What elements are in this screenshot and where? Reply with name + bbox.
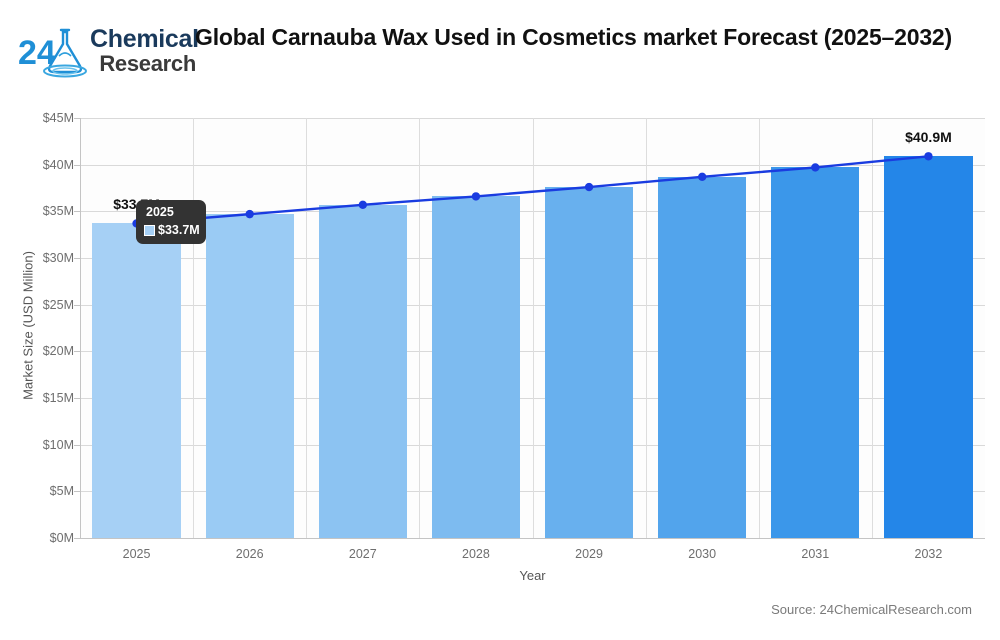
- bar-2032[interactable]: [884, 156, 973, 538]
- bar-2027[interactable]: [318, 204, 407, 538]
- data-label-2032: $40.9M: [905, 129, 952, 146]
- tooltip-color-swatch: [144, 225, 155, 236]
- y-tick-mark: [74, 304, 80, 306]
- x-axis-title: Year: [519, 568, 546, 583]
- y-tick-label: $5M: [49, 484, 74, 499]
- y-tick-mark: [74, 258, 80, 259]
- chart-tooltip: 2025 $33.7M: [136, 200, 206, 244]
- y-tick: $15M: [10, 391, 74, 405]
- vertical-gridline: [419, 118, 421, 538]
- y-tick-label: $25M: [42, 297, 74, 312]
- y-axis-title: Market Size (USD Million): [20, 251, 36, 400]
- vertical-gridline: [306, 118, 308, 538]
- tooltip-row: $33.7M: [144, 223, 200, 237]
- vertical-gridline: [758, 118, 760, 538]
- y-tick-mark: [74, 398, 80, 399]
- y-tick: $0M: [10, 531, 74, 545]
- x-tick-label: 2032: [914, 547, 943, 561]
- source-caption: Source: 24ChemicalResearch.com: [771, 602, 972, 617]
- vertical-gridline: [871, 118, 873, 538]
- bar-2028[interactable]: [431, 196, 521, 538]
- x-tick-label: 2026: [235, 547, 264, 561]
- x-tick-label: 2025: [122, 547, 151, 561]
- y-tick-mark: [74, 164, 80, 166]
- y-tick-label: $15M: [42, 391, 74, 405]
- brand-logo: 24 Chemical Research: [18, 22, 199, 84]
- vertical-gridline: [645, 118, 647, 538]
- vertical-gridline: [193, 118, 195, 538]
- page-title: Global Carnauba Wax Used in Cosmetics ma…: [195, 24, 952, 50]
- bar-2026[interactable]: [205, 214, 294, 538]
- y-tick-label: $45M: [42, 111, 74, 125]
- vertical-gridline: [532, 118, 534, 538]
- y-tick-label: $10M: [42, 437, 74, 452]
- bar-2025[interactable]: [92, 223, 181, 538]
- y-tick-mark: [74, 211, 80, 213]
- bar-2030[interactable]: [658, 176, 747, 538]
- bar-2029[interactable]: [544, 187, 634, 538]
- y-tick-label: $0M: [49, 531, 74, 545]
- tooltip-title: 2025: [146, 205, 174, 219]
- y-tick-label: $40M: [42, 157, 74, 172]
- bar-2031[interactable]: [771, 167, 860, 538]
- y-tick-label: $20M: [42, 344, 74, 359]
- y-tick: $45M: [10, 111, 74, 125]
- logo-line-chemical: Chemical: [90, 25, 199, 53]
- x-tick-label: 2029: [575, 547, 603, 561]
- x-tick-label: 2031: [801, 547, 830, 561]
- y-tick: $35M: [10, 204, 74, 219]
- y-tick-mark: [74, 491, 80, 493]
- y-tick: $20M: [10, 344, 74, 359]
- x-tick-label: 2027: [348, 547, 377, 561]
- y-tick: $5M: [10, 484, 74, 499]
- y-tick-mark: [74, 351, 80, 353]
- y-tick: $30M: [10, 251, 74, 265]
- y-tick-label: $30M: [42, 251, 74, 265]
- x-axis-line: [80, 538, 985, 539]
- y-tick-mark: [74, 444, 80, 446]
- flask-icon: 24: [18, 28, 87, 78]
- y-tick: $10M: [10, 437, 74, 452]
- logo-line-research: Research: [99, 51, 196, 76]
- tooltip-value: $33.7M: [158, 223, 200, 237]
- x-tick-label: 2030: [688, 547, 717, 561]
- y-tick: $25M: [10, 297, 74, 312]
- y-tick-label: $35M: [42, 204, 74, 219]
- chart-header: 24 Chemical Research Global Carnauba Wax…: [0, 0, 1000, 100]
- y-tick-mark: [74, 538, 80, 539]
- y-tick-mark: [74, 118, 80, 119]
- y-tick: $40M: [10, 157, 74, 172]
- logo-wordmark: Chemical Research: [90, 26, 200, 76]
- y-axis-line: [80, 118, 81, 539]
- x-tick-label: 2028: [462, 547, 490, 561]
